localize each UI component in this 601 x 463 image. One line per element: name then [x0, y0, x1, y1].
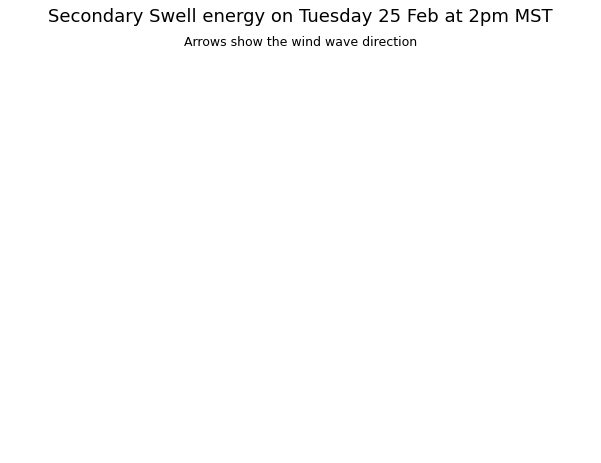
Text: Arrows show the wind wave direction: Arrows show the wind wave direction	[184, 36, 417, 49]
Text: Requires cartopy: Requires cartopy	[242, 250, 359, 264]
Text: Secondary Swell energy on Tuesday 25 Feb at 2pm MST: Secondary Swell energy on Tuesday 25 Feb…	[48, 7, 553, 25]
